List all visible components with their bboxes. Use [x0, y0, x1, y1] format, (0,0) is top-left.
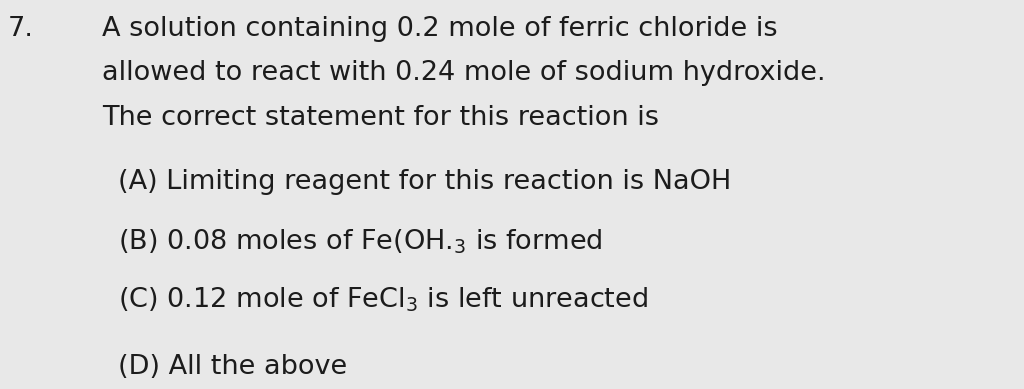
Text: (A) Limiting reagent for this reaction is NaOH: (A) Limiting reagent for this reaction i…: [118, 169, 731, 195]
Text: 7.: 7.: [8, 16, 34, 42]
Text: (C) 0.12 mole of FeCl$_{\mathregular{3}}$ is left unreacted: (C) 0.12 mole of FeCl$_{\mathregular{3}}…: [118, 286, 648, 314]
Text: (B) 0.08 moles of Fe(OH.$_{\mathregular{3}}$ is formed: (B) 0.08 moles of Fe(OH.$_{\mathregular{…: [118, 228, 602, 256]
Text: The correct statement for this reaction is: The correct statement for this reaction …: [102, 105, 659, 131]
Text: allowed to react with 0.24 mole of sodium hydroxide.: allowed to react with 0.24 mole of sodiu…: [102, 60, 826, 86]
Text: (D) All the above: (D) All the above: [118, 354, 347, 380]
Text: A solution containing 0.2 mole of ferric chloride is: A solution containing 0.2 mole of ferric…: [102, 16, 778, 42]
